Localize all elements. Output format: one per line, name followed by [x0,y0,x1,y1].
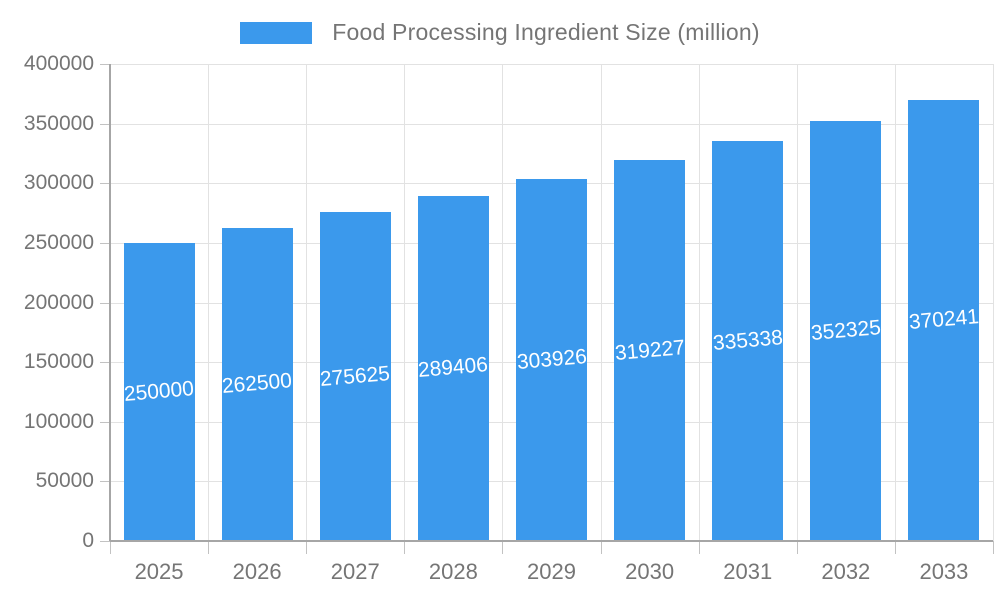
y-axis-tick [100,302,110,304]
y-axis-tick [100,123,110,125]
gridline-vertical [699,64,700,541]
bar [123,242,195,541]
gridline-vertical [306,64,307,541]
y-tick-label: 300000 [23,171,94,195]
x-tick-label: 2031 [723,559,773,584]
y-tick-label: 350000 [23,111,94,135]
bar [614,160,686,541]
x-tick-label: 2033 [919,559,969,584]
x-tick-label: 2029 [527,559,576,584]
x-axis-tick [797,541,798,554]
x-axis-tick [110,541,111,554]
gridline-vertical [208,64,209,541]
y-tick-label: 200000 [23,290,94,314]
y-axis-tick [100,242,110,244]
y-tick-label: 50000 [35,469,94,493]
x-tick-label: 2032 [821,559,871,584]
x-axis-tick [502,541,503,554]
bar [319,212,391,541]
legend-label: Food Processing Ingredient Size (million… [332,19,760,45]
y-tick-label: 150000 [23,350,94,374]
y-tick-label: 400000 [23,52,94,75]
x-axis-tick [404,541,405,554]
x-axis-tick [208,541,209,554]
gridline-vertical [993,64,994,541]
gridline-vertical [404,64,405,541]
y-axis-tick [100,421,110,423]
gridline-horizontal [110,64,993,65]
bar [908,99,980,541]
x-axis-tick [601,541,602,554]
bar [712,141,784,541]
bar [221,227,293,541]
x-tick-label: 2030 [625,559,675,584]
y-axis-tick [100,362,110,364]
y-axis-tick [100,481,110,483]
gridline-vertical [895,64,896,541]
x-axis-tick [993,541,994,554]
x-axis-tick [699,541,700,554]
gridline-vertical [502,64,503,541]
x-axis-tick [306,541,307,554]
y-axis-line [109,64,111,541]
gridline-vertical [601,64,602,541]
x-tick-label: 2028 [428,559,478,584]
y-tick-label: 100000 [23,409,94,433]
legend: Food Processing Ingredient Size (million… [0,19,1000,46]
bar [516,178,587,541]
x-axis-tick [895,541,896,554]
x-tick-label: 2027 [330,559,380,584]
y-tick-label: 250000 [23,230,94,254]
legend-item[interactable]: Food Processing Ingredient Size (million… [240,19,760,46]
y-axis-tick [100,541,110,542]
y-axis-tick [100,183,110,185]
x-tick-label: 2026 [232,559,282,584]
x-axis-line [110,540,993,542]
gridline-horizontal [110,123,993,125]
bar [417,195,489,541]
y-tick-label: 0 [82,529,94,552]
x-tick-label: 2025 [134,559,184,584]
legend-swatch [240,21,313,44]
y-axis-tick [100,64,110,65]
plot-area: 0 50000 100000 150000 200000 250000 300000 3500… [24,52,994,584]
gridline-vertical [797,64,798,541]
bar [810,120,882,541]
